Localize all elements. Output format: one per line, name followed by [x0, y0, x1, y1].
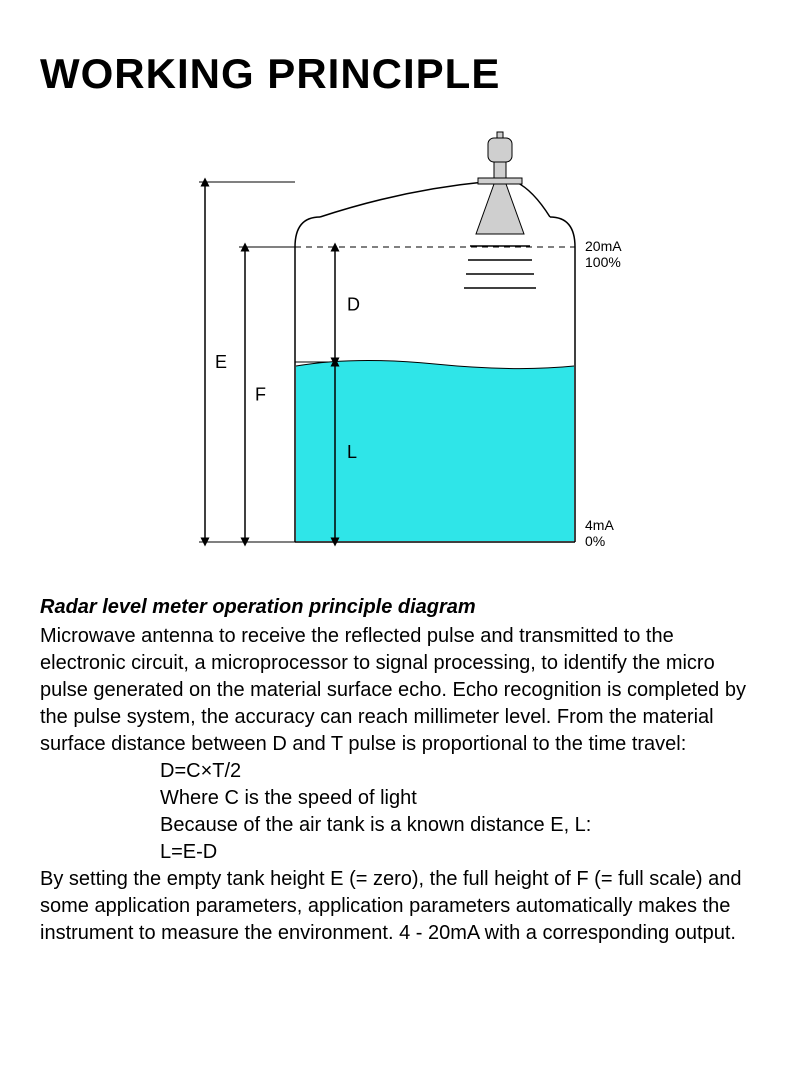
paragraph-2: By setting the empty tank height E (= ze…	[40, 866, 750, 947]
diagram-subtitle: Radar level meter operation principle di…	[40, 596, 750, 619]
svg-text:20mA: 20mA	[585, 238, 622, 254]
diagram-container: E F D L 20mA100% 4mA0%	[40, 122, 750, 572]
formula-line-2: Where C is the speed of light	[160, 785, 750, 812]
formula-line-3: Because of the air tank is a known dista…	[160, 812, 750, 839]
svg-text:D: D	[347, 295, 360, 315]
svg-text:F: F	[255, 385, 266, 405]
principle-diagram: E F D L 20mA100% 4mA0%	[115, 122, 675, 572]
svg-text:0%: 0%	[585, 533, 605, 549]
formula-line-1: D=C×T/2	[160, 758, 750, 785]
svg-text:E: E	[215, 352, 227, 372]
svg-text:100%: 100%	[585, 254, 621, 270]
paragraph-1: Microwave antenna to receive the reflect…	[40, 623, 750, 758]
page-title: WORKING PRINCIPLE	[40, 50, 750, 98]
svg-text:4mA: 4mA	[585, 517, 614, 533]
svg-text:L: L	[347, 442, 357, 462]
formula-line-4: L=E-D	[160, 839, 750, 866]
